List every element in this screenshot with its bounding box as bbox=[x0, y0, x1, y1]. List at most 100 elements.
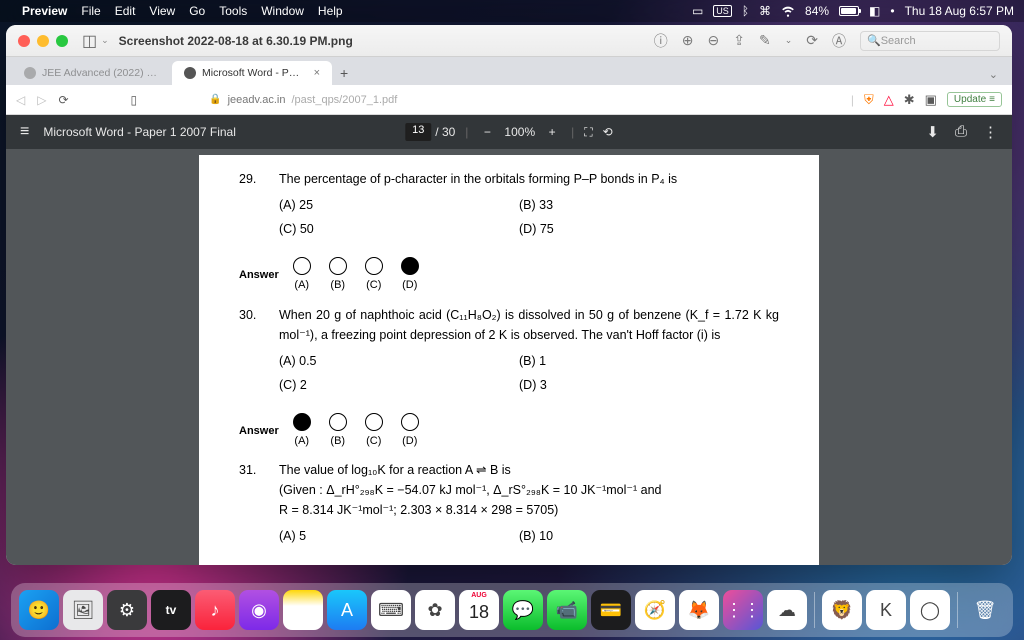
browser-tabs: JEE Advanced (2022) - Past Ques Microsof… bbox=[6, 57, 1012, 85]
menu-edit[interactable]: Edit bbox=[115, 4, 136, 18]
menu-go[interactable]: Go bbox=[189, 4, 205, 18]
bookmark-icon[interactable]: ▯ bbox=[131, 93, 138, 107]
bubble-a: (A) bbox=[293, 257, 311, 295]
dock-app-wallet[interactable]: 💳 bbox=[591, 590, 631, 630]
dock-app-notes[interactable] bbox=[283, 590, 323, 630]
chevron-down-icon[interactable]: ⌄ bbox=[785, 35, 793, 46]
question-29: 29.The percentage of p-character in the … bbox=[239, 169, 779, 243]
menu-view[interactable]: View bbox=[149, 4, 175, 18]
zoom-out-button[interactable]: − bbox=[478, 125, 496, 139]
tab-msword-paper[interactable]: Microsoft Word - Paper 1 2007× bbox=[172, 61, 332, 85]
info-icon[interactable]: ⓘ bbox=[654, 31, 668, 51]
bubble-d: (D) bbox=[401, 413, 419, 451]
minimize-button[interactable] bbox=[37, 35, 49, 47]
opt-a: (A) 25 bbox=[279, 195, 519, 215]
reader-icon[interactable]: ▣ bbox=[925, 92, 937, 108]
fit-page-icon[interactable]: ⛶ bbox=[584, 125, 592, 140]
menu-file[interactable]: File bbox=[81, 4, 100, 18]
dock-app-appletv[interactable]: tv bbox=[151, 590, 191, 630]
dock-app-appstore[interactable]: A bbox=[327, 590, 367, 630]
warning-icon[interactable]: △ bbox=[884, 92, 894, 108]
reload-button[interactable]: ⟳ bbox=[58, 93, 68, 107]
dock-app-messages[interactable]: 💬 bbox=[503, 590, 543, 630]
menu-tools[interactable]: Tools bbox=[219, 4, 247, 18]
control-center-icon[interactable]: ⌘ bbox=[759, 4, 771, 18]
share-icon[interactable]: ⇪ bbox=[733, 32, 745, 49]
dock-app-firefox[interactable]: 🦊 bbox=[679, 590, 719, 630]
dock-app-settings[interactable]: ⚙ bbox=[107, 590, 147, 630]
titlebar[interactable]: ◫ ⌄ Screenshot 2022-08-18 at 6.30.19 PM.… bbox=[6, 25, 1012, 57]
dock-app-safari[interactable]: 🧭 bbox=[635, 590, 675, 630]
zoom-out-icon[interactable]: ⊖ bbox=[708, 32, 720, 49]
new-tab-button[interactable]: + bbox=[340, 65, 348, 85]
dock-app-photos[interactable]: ✿ bbox=[415, 590, 455, 630]
pdf-page: 29.The percentage of p-character in the … bbox=[199, 155, 819, 565]
dock-divider bbox=[957, 592, 958, 628]
page-input[interactable]: 13 bbox=[405, 123, 431, 141]
address-bar: ◁ ▷ ⟳ ▯ 🔒 jeeadv.ac.in/past_qps/2007_1.p… bbox=[6, 85, 1012, 115]
dock-app-music[interactable]: ♪ bbox=[195, 590, 235, 630]
bluetooth-icon[interactable]: ᛒ bbox=[742, 4, 749, 18]
titlebar-tools: ⓘ ⊕ ⊖ ⇪ ✎ ⌄ ⟳ Ⓐ 🔍 Search bbox=[654, 31, 1000, 51]
dock-app-podcasts[interactable]: ◉ bbox=[239, 590, 279, 630]
status-extra-1[interactable]: ◧ bbox=[869, 4, 880, 18]
page-indicator: 13 / 30 bbox=[405, 123, 455, 141]
opt-b: (B) 1 bbox=[519, 351, 759, 371]
input-source[interactable]: US bbox=[713, 5, 732, 17]
pdf-viewport[interactable]: 29.The percentage of p-character in the … bbox=[6, 149, 1012, 565]
url-display[interactable]: 🔒 jeeadv.ac.in/past_qps/2007_1.pdf bbox=[209, 94, 397, 106]
back-button[interactable]: ◁ bbox=[16, 93, 25, 107]
tab-jee-advanced[interactable]: JEE Advanced (2022) - Past Ques bbox=[12, 61, 172, 85]
dock-app-brave[interactable]: 🦁 bbox=[822, 590, 862, 630]
tab-list-chevron-icon[interactable]: ⌄ bbox=[981, 68, 1006, 85]
wifi-icon[interactable] bbox=[781, 4, 795, 18]
answer-label: Answer bbox=[239, 267, 279, 285]
update-button[interactable]: Update ≡ bbox=[947, 92, 1002, 107]
print-icon[interactable]: ⎙ bbox=[955, 123, 967, 141]
sidebar-toggle-icon[interactable]: ◫ bbox=[82, 31, 97, 51]
zoom-in-button[interactable]: + bbox=[543, 125, 561, 139]
chevron-down-icon[interactable]: ⌄ bbox=[101, 35, 109, 46]
forward-button[interactable]: ▷ bbox=[37, 93, 46, 107]
hamburger-icon[interactable]: ≡ bbox=[20, 123, 29, 141]
more-icon[interactable]: ⋮ bbox=[983, 123, 998, 141]
status-extra-2[interactable]: • bbox=[890, 4, 894, 18]
dock-divider bbox=[814, 592, 815, 628]
q-text: The value of log₁₀K for a reaction A ⇌ B… bbox=[279, 460, 779, 520]
q-text: The percentage of p-character in the orb… bbox=[279, 169, 779, 189]
zoom-in-icon[interactable]: ⊕ bbox=[682, 32, 694, 49]
dock-app-screenshot[interactable]: 🖼 bbox=[63, 590, 103, 630]
zoom-level: 100% bbox=[504, 125, 535, 139]
clock[interactable]: Thu 18 Aug 6:57 PM bbox=[905, 4, 1014, 18]
q-text: When 20 g of naphthoic acid (C₁₁H₈O₂) is… bbox=[279, 305, 779, 345]
dock-app-chrome[interactable]: ◯ bbox=[910, 590, 950, 630]
search-input[interactable]: 🔍 Search bbox=[860, 31, 1000, 51]
q-num: 30. bbox=[239, 305, 267, 345]
dock-app-shortcuts[interactable]: ⋮⋮ bbox=[723, 590, 763, 630]
display-icon[interactable]: ▭ bbox=[692, 4, 703, 18]
opt-b: (B) 33 bbox=[519, 195, 759, 215]
pdf-toolbar: ≡ Microsoft Word - Paper 1 2007 Final 13… bbox=[6, 115, 1012, 149]
close-button[interactable] bbox=[18, 35, 30, 47]
dock-app-facetime[interactable]: 📹 bbox=[547, 590, 587, 630]
menu-window[interactable]: Window bbox=[261, 4, 304, 18]
app-name[interactable]: Preview bbox=[22, 4, 67, 18]
highlight-icon[interactable]: Ⓐ bbox=[832, 31, 846, 51]
zoom-button[interactable] bbox=[56, 35, 68, 47]
dock-app-onedrive[interactable]: ☁ bbox=[767, 590, 807, 630]
page-total: / 30 bbox=[435, 125, 455, 139]
dock-app-trash[interactable]: 🗑 bbox=[965, 590, 1005, 630]
rotate-icon[interactable]: ⟲ bbox=[603, 125, 613, 139]
brave-shield-icon[interactable]: ⛨ bbox=[864, 92, 874, 108]
answer-label: Answer bbox=[239, 423, 279, 441]
menu-help[interactable]: Help bbox=[318, 4, 343, 18]
markup-icon[interactable]: ✎ bbox=[759, 32, 771, 49]
extension-icon[interactable]: ✱ bbox=[904, 92, 915, 108]
close-icon[interactable]: × bbox=[314, 67, 320, 79]
download-icon[interactable]: ⬇ bbox=[926, 123, 939, 141]
dock-app-kite[interactable]: K bbox=[866, 590, 906, 630]
dock-app-code[interactable]: ⌨ bbox=[371, 590, 411, 630]
rotate-icon[interactable]: ⟳ bbox=[806, 32, 818, 49]
dock-app-calendar[interactable]: AUG18 bbox=[459, 590, 499, 630]
dock-app-finder[interactable]: 🙂 bbox=[19, 590, 59, 630]
